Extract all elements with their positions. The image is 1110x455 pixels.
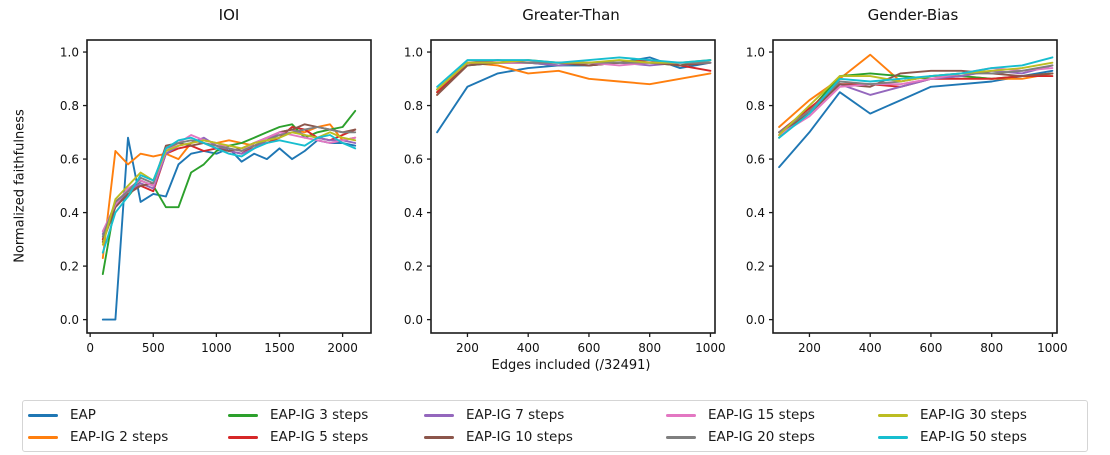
legend-entry-eap-ig-5-steps: EAP-IG 5 steps — [228, 426, 368, 448]
legend-column-4: EAP-IG 15 steps EAP-IG 20 steps — [666, 404, 815, 448]
legend-line-swatch — [666, 435, 696, 439]
series-line-eap-ig-7-steps — [436, 61, 712, 91]
subplot-ioi-plot: 0 500 1000 1500 2000 0.0 0.2 0.4 0.6 0.8 1.0 — [60, 39, 372, 355]
x-tick-label: 0 — [86, 341, 94, 355]
legend-entry-label: EAP-IG 20 steps — [708, 429, 815, 445]
y-tick-label: 1.0 — [404, 46, 423, 60]
series-line-eap-ig-10-steps — [436, 61, 712, 96]
series-line-eap-ig-30-steps — [778, 61, 1054, 136]
x-tick-label: 2000 — [327, 341, 358, 355]
series-line-eap — [436, 56, 712, 134]
legend-entry-eap-ig-7-steps: EAP-IG 7 steps — [424, 404, 573, 426]
legend-entry-label: EAP-IG 10 steps — [466, 429, 573, 445]
legend-column-1: EAP EAP-IG 2 steps — [28, 404, 168, 448]
y-tick-label: 0.2 — [746, 260, 765, 274]
x-axis-label: Edges included (/32491) — [491, 358, 651, 373]
y-tick-label: 0.8 — [60, 99, 79, 113]
plot-frame — [86, 39, 372, 334]
legend-line-swatch — [28, 435, 58, 439]
legend-entry-eap-ig-50-steps: EAP-IG 50 steps — [878, 426, 1027, 448]
legend-entry-label: EAP-IG 30 steps — [920, 407, 1027, 423]
plot-frame — [430, 39, 716, 334]
x-tick-label: 400 — [859, 341, 882, 355]
series-line-eap-ig-10-steps — [778, 69, 1054, 134]
series-line-eap-ig-15-steps — [436, 61, 712, 91]
x-tick-label: 200 — [798, 341, 821, 355]
legend-line-swatch — [228, 435, 258, 439]
legend-line-swatch — [228, 413, 258, 417]
series-line-eap — [101, 136, 357, 321]
y-tick-label: 1.0 — [746, 46, 765, 60]
legend-entry-eap: EAP — [28, 404, 168, 426]
legend-entry-eap-ig-15-steps: EAP-IG 15 steps — [666, 404, 815, 426]
series-line-eap-ig-2-steps — [436, 61, 712, 96]
legend-entry-eap-ig-10-steps: EAP-IG 10 steps — [424, 426, 573, 448]
legend-column-2: EAP-IG 3 steps EAP-IG 5 steps — [228, 404, 368, 448]
legend-line-swatch — [666, 413, 696, 417]
y-tick-label: 0.8 — [746, 99, 765, 113]
x-tick-label: 1000 — [201, 341, 232, 355]
x-tick-label: 800 — [638, 341, 661, 355]
y-tick-label: 0.4 — [404, 206, 423, 220]
y-tick-label: 0.2 — [404, 260, 423, 274]
legend-line-swatch — [424, 413, 454, 417]
subplot-title-gender-bias: Gender-Bias — [867, 6, 959, 24]
legend-entry-label: EAP-IG 7 steps — [466, 407, 565, 423]
y-axis-label: Normalized faithfulness — [12, 109, 28, 263]
legend-entry-label: EAP — [70, 407, 96, 423]
legend-entry-eap-ig-3-steps: EAP-IG 3 steps — [228, 404, 368, 426]
x-tick-label: 600 — [919, 341, 942, 355]
y-tick-label: 0.0 — [60, 313, 79, 327]
legend-entry-eap-ig-2-steps: EAP-IG 2 steps — [28, 426, 168, 448]
legend-line-swatch — [28, 413, 58, 417]
y-tick-label: 0.6 — [404, 153, 423, 167]
legend-entry-eap-ig-20-steps: EAP-IG 20 steps — [666, 426, 815, 448]
legend-entry-label: EAP-IG 50 steps — [920, 429, 1027, 445]
series-line-eap-ig-30-steps — [101, 131, 357, 246]
y-tick-label: 0.8 — [404, 99, 423, 113]
subplot-gender-bias-plot: 200 400 600 800 1000 0.0 0.2 0.4 0.6 0.8 1.0 — [746, 39, 1068, 355]
y-tick-label: 1.0 — [60, 46, 79, 60]
series-line-eap-ig-50-steps — [436, 56, 712, 88]
x-tick-label: 400 — [517, 341, 540, 355]
subplot-greater-than-plot: 200 400 600 800 1000 0.0 0.2 0.4 0.6 0.8 1.0 — [404, 39, 726, 355]
y-tick-label: 0.0 — [404, 313, 423, 327]
y-tick-label: 0.6 — [746, 153, 765, 167]
x-tick-label: 800 — [980, 341, 1003, 355]
series-line-eap — [778, 69, 1054, 169]
series-line-eap-ig-50-steps — [778, 56, 1054, 139]
series-line-eap-ig-50-steps — [101, 134, 357, 254]
legend-line-swatch — [424, 435, 454, 439]
y-tick-label: 0.2 — [60, 260, 79, 274]
legend-column-5: EAP-IG 30 steps EAP-IG 50 steps — [878, 404, 1027, 448]
legend-line-swatch — [878, 435, 908, 439]
y-tick-label: 0.4 — [60, 206, 79, 220]
subplot-title-greater-than: Greater-Than — [522, 6, 620, 24]
subplot-title-ioi: IOI — [218, 6, 240, 24]
legend-entry-eap-ig-30-steps: EAP-IG 30 steps — [878, 404, 1027, 426]
series-line-eap-ig-3-steps — [101, 109, 357, 276]
legend-entry-label: EAP-IG 2 steps — [70, 429, 169, 445]
series-line-eap-ig-20-steps — [101, 126, 357, 238]
legend-entry-label: EAP-IG 15 steps — [708, 407, 815, 423]
legend-entry-label: EAP-IG 3 steps — [270, 407, 369, 423]
legend-line-swatch — [878, 413, 908, 417]
x-tick-label: 600 — [577, 341, 600, 355]
series-line-eap-ig-2-steps — [101, 123, 357, 260]
series-line-eap-ig-10-steps — [101, 123, 357, 243]
x-tick-label: 1500 — [264, 341, 295, 355]
plot-frame — [772, 39, 1058, 334]
x-tick-label: 500 — [142, 341, 165, 355]
x-tick-label: 200 — [456, 341, 479, 355]
x-tick-label: 1000 — [695, 341, 726, 355]
legend: EAP EAP-IG 2 steps EAP-IG 3 steps EAP-IG… — [22, 400, 1088, 452]
series-line-eap-ig-30-steps — [436, 59, 712, 91]
legend-entry-label: EAP-IG 5 steps — [270, 429, 369, 445]
y-tick-label: 0.6 — [60, 153, 79, 167]
x-tick-label: 1000 — [1037, 341, 1068, 355]
y-tick-label: 0.0 — [746, 313, 765, 327]
legend-column-3: EAP-IG 7 steps EAP-IG 10 steps — [424, 404, 573, 448]
y-tick-label: 0.4 — [746, 206, 765, 220]
